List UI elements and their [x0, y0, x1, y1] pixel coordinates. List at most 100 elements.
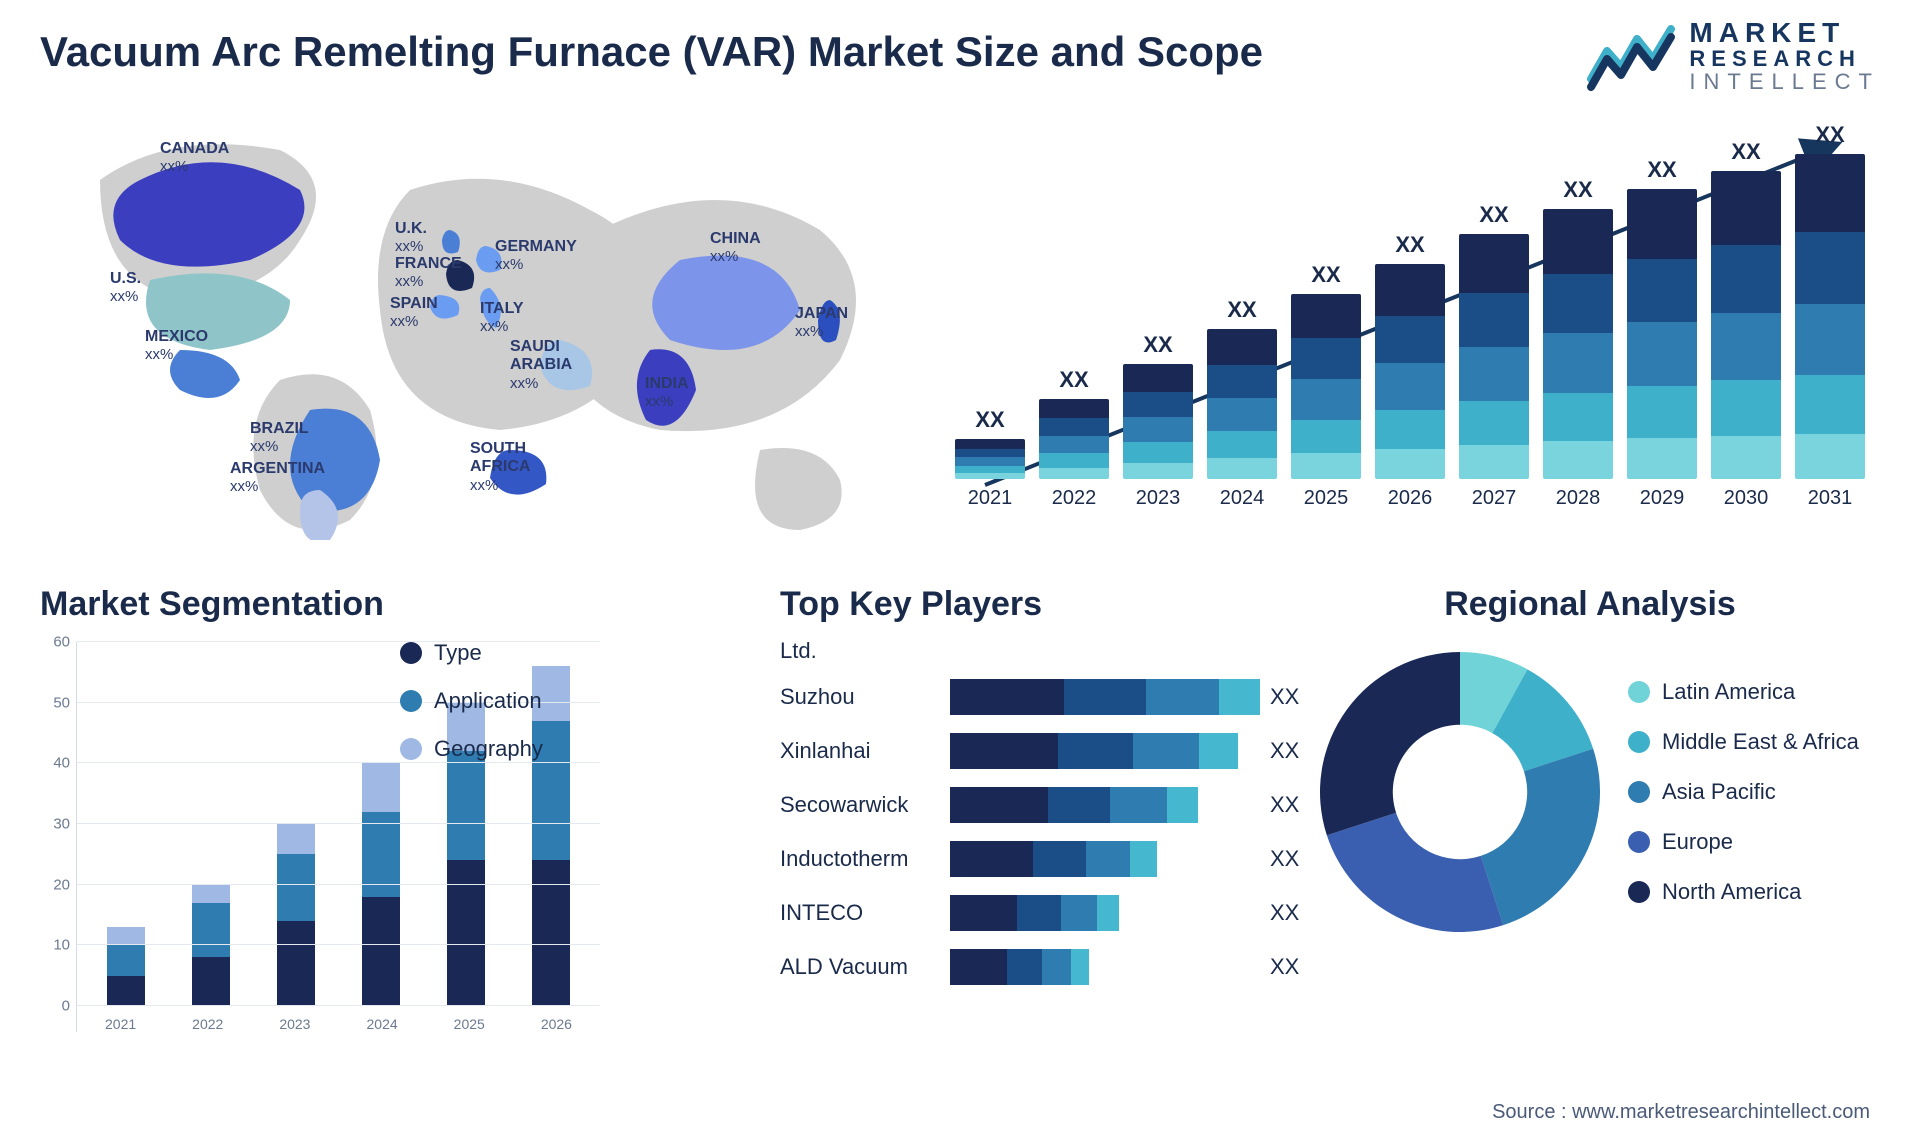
- growth-bar-value: XX: [1731, 139, 1760, 165]
- players-chart: Ltd. SuzhouXXXinlanhaiXXSecowarwickXXInd…: [780, 638, 1320, 990]
- growth-year-label: 2023: [1136, 487, 1181, 510]
- map-label-argentina: ARGENTINAxx%: [230, 460, 325, 496]
- regional-legend: Latin America Middle East & Africa Asia Pa…: [1628, 679, 1859, 905]
- regional-title: Regional Analysis: [1310, 585, 1870, 624]
- seg-legend-item: Type: [400, 640, 543, 666]
- map-label-brazil: BRAZILxx%: [250, 420, 309, 456]
- logo-text-3: INTELLECT: [1689, 70, 1880, 93]
- seg-year-label: 2024: [367, 1016, 398, 1032]
- source-label: Source : www.marketresearchintellect.com: [1492, 1101, 1870, 1124]
- donut-slice: [1320, 652, 1460, 835]
- player-row: SecowarwickXX: [780, 782, 1320, 828]
- segmentation-section: Market Segmentation 0102030405060 202120…: [40, 585, 600, 1032]
- growth-year-label: 2024: [1220, 487, 1265, 510]
- segmentation-title: Market Segmentation: [40, 585, 600, 624]
- growth-chart: XX2021XX2022XX2023XX2024XX2025XX2026XX20…: [955, 125, 1865, 545]
- seg-bar-2023: [277, 824, 315, 1006]
- map-label-spain: SPAINxx%: [390, 295, 438, 331]
- map-label-saudi-arabia: SAUDI ARABIAxx%: [510, 338, 572, 392]
- seg-axis-tick: 50: [53, 694, 70, 711]
- player-label: Suzhou: [780, 684, 940, 710]
- logo-icon: [1587, 21, 1677, 91]
- growth-bar-2021: XX2021: [955, 407, 1025, 510]
- segmentation-legend: Type Application Geography: [400, 640, 543, 762]
- donut-slice: [1327, 813, 1503, 932]
- brand-logo: MARKET RESEARCH INTELLECT: [1587, 18, 1880, 94]
- regional-legend-item: Middle East & Africa: [1628, 729, 1859, 755]
- seg-axis-tick: 60: [53, 634, 70, 651]
- seg-axis-tick: 30: [53, 816, 70, 833]
- growth-year-label: 2027: [1472, 487, 1517, 510]
- growth-year-label: 2026: [1388, 487, 1433, 510]
- growth-bar-2027: XX 2027: [1459, 202, 1529, 510]
- growth-bar-value: XX: [1647, 157, 1676, 183]
- map-label-u-k-: U.K.xx%: [395, 220, 427, 256]
- player-extra-label: Ltd.: [780, 638, 1320, 664]
- logo-text-2: RESEARCH: [1689, 47, 1880, 70]
- player-row: SuzhouXX: [780, 674, 1320, 720]
- map-label-canada: CANADAxx%: [160, 140, 229, 176]
- regional-donut: [1310, 642, 1610, 942]
- player-row: XinlanhaiXX: [780, 728, 1320, 774]
- growth-bar-2031: XX2031: [1795, 122, 1865, 510]
- seg-bar-2022: [192, 885, 230, 1006]
- players-section: Top Key Players Ltd. SuzhouXXXinlanhaiXX…: [780, 585, 1320, 990]
- player-row: INTECOXX: [780, 890, 1320, 936]
- growth-bar-2025: XX 2025: [1291, 262, 1361, 510]
- growth-bar-2022: XX 2022: [1039, 367, 1109, 510]
- map-label-china: CHINAxx%: [710, 230, 761, 266]
- growth-bar-2026: XX 2026: [1375, 232, 1445, 510]
- player-row: InductothermXX: [780, 836, 1320, 882]
- regional-legend-item: Asia Pacific: [1628, 779, 1859, 805]
- map-label-u-s-: U.S.xx%: [110, 270, 141, 306]
- growth-year-label: 2028: [1556, 487, 1601, 510]
- regional-section: Regional Analysis Latin America Middle Ea…: [1310, 585, 1870, 942]
- seg-year-label: 2025: [454, 1016, 485, 1032]
- seg-legend-item: Geography: [400, 736, 543, 762]
- player-label: INTECO: [780, 900, 940, 926]
- player-label: Secowarwick: [780, 792, 940, 818]
- seg-year-label: 2021: [105, 1016, 136, 1032]
- page-title: Vacuum Arc Remelting Furnace (VAR) Marke…: [40, 28, 1263, 76]
- growth-year-label: 2030: [1724, 487, 1769, 510]
- seg-axis-tick: 10: [53, 937, 70, 954]
- growth-bar-value: XX: [1395, 232, 1424, 258]
- growth-year-label: 2029: [1640, 487, 1685, 510]
- regional-legend-item: Europe: [1628, 829, 1859, 855]
- seg-bar-2021: [107, 927, 145, 1006]
- growth-bar-value: XX: [1227, 297, 1256, 323]
- map-label-japan: JAPANxx%: [795, 305, 848, 341]
- map-label-india: INDIAxx%: [645, 375, 689, 411]
- player-label: ALD Vacuum: [780, 954, 940, 980]
- seg-axis-tick: 0: [62, 998, 70, 1015]
- growth-year-label: 2022: [1052, 487, 1097, 510]
- map-label-italy: ITALYxx%: [480, 300, 524, 336]
- growth-bar-value: XX: [1479, 202, 1508, 228]
- growth-bar-2028: XX 2028: [1543, 177, 1613, 510]
- growth-year-label: 2025: [1304, 487, 1349, 510]
- player-label: Xinlanhai: [780, 738, 940, 764]
- seg-year-label: 2023: [279, 1016, 310, 1032]
- regional-legend-item: Latin America: [1628, 679, 1859, 705]
- growth-bar-value: XX: [1815, 122, 1844, 148]
- world-map: CANADAxx% U.S.xx%MEXICOxx% BRAZILxx% ARGENT…: [40, 120, 920, 540]
- map-label-mexico: MEXICOxx%: [145, 328, 208, 364]
- map-label-germany: GERMANYxx%: [495, 238, 577, 274]
- growth-bar-2030: XX 2030: [1711, 139, 1781, 510]
- growth-bar-value: XX: [1563, 177, 1592, 203]
- player-row: ALD Vacuum XX: [780, 944, 1320, 990]
- logo-text-1: MARKET: [1689, 18, 1880, 47]
- donut-slice: [1481, 749, 1600, 925]
- seg-legend-item: Application: [400, 688, 543, 714]
- seg-bar-2024: [362, 763, 400, 1006]
- player-value: XX: [1270, 954, 1320, 980]
- growth-bar-2029: XX 2029: [1627, 157, 1697, 510]
- seg-year-label: 2026: [541, 1016, 572, 1032]
- growth-bar-value: XX: [1059, 367, 1088, 393]
- growth-bar-value: XX: [1143, 332, 1172, 358]
- players-title: Top Key Players: [780, 585, 1320, 624]
- growth-bar-2024: XX 2024: [1207, 297, 1277, 510]
- growth-bar-value: XX: [1311, 262, 1340, 288]
- seg-axis-tick: 20: [53, 876, 70, 893]
- map-label-south-africa: SOUTH AFRICAxx%: [470, 440, 530, 494]
